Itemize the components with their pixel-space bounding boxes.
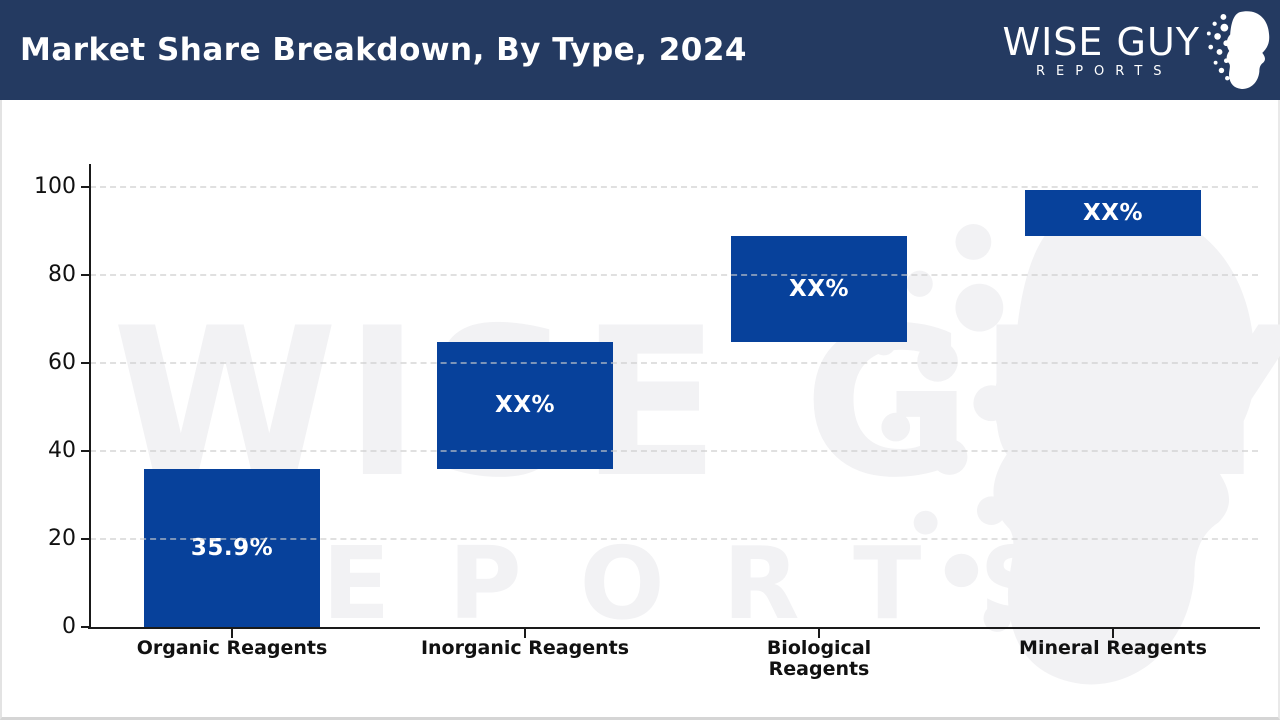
- gridline-100: [90, 186, 1258, 188]
- y-tick-40: [81, 450, 90, 452]
- x-axis-line: [88, 627, 1260, 629]
- y-tick-20: [81, 538, 90, 540]
- y-tick-label: 20: [48, 526, 76, 551]
- wise-guy-logo: WISE GUY REPORTS: [1003, 6, 1272, 94]
- y-axis-line: [89, 164, 91, 629]
- header: Market Share Breakdown, By Type, 2024 WI…: [0, 0, 1280, 100]
- y-tick-80: [81, 274, 90, 276]
- watermark-subtitle: REPORTS: [187, 525, 1110, 642]
- y-tick-0: [81, 626, 90, 628]
- y-tick-label: 40: [48, 438, 76, 463]
- category-label-inorganic: Inorganic Reagents: [420, 637, 630, 659]
- x-tick-organic: [231, 629, 233, 638]
- gridline-20: [90, 538, 1258, 540]
- logo-face-icon: [1206, 11, 1270, 89]
- logo-wordmark: WISE GUY: [1002, 19, 1200, 64]
- category-label-biological: Biological Reagents: [766, 637, 872, 680]
- y-tick-label: 100: [34, 174, 76, 199]
- watermark-face-icon: [871, 206, 1256, 685]
- x-tick-biological: [818, 629, 820, 638]
- y-tick-label: 80: [48, 262, 76, 287]
- category-label-mineral: Mineral Reagents: [1019, 637, 1207, 659]
- y-tick-label: 0: [62, 614, 76, 639]
- category-label-organic: Organic Reagents: [136, 637, 328, 659]
- gridline-40: [90, 450, 1258, 452]
- bar-value-label: XX%: [494, 392, 555, 419]
- bar-value-label: XX%: [1082, 199, 1143, 226]
- y-tick-label: 60: [48, 350, 76, 375]
- logo-subtitle: REPORTS: [1035, 63, 1173, 79]
- logo-text: WISE GUY REPORTS: [1003, 22, 1200, 79]
- bar-mineral-reagents: XX%: [1025, 190, 1201, 236]
- gridline-80: [90, 274, 1258, 276]
- gridline-60: [90, 362, 1258, 364]
- bar-organic-reagents: 35.9%: [144, 469, 320, 627]
- y-tick-100: [81, 186, 90, 188]
- y-tick-60: [81, 362, 90, 364]
- x-tick-mineral: [1112, 629, 1114, 638]
- x-tick-inorganic: [524, 629, 526, 638]
- bar-biological-reagents: XX%: [731, 235, 907, 342]
- chart-area: WISE GUY REPORTS 35.9% XX% XX% XX%: [0, 100, 1280, 720]
- bar-value-label: XX%: [788, 275, 849, 302]
- page-title: Market Share Breakdown, By Type, 2024: [20, 32, 748, 68]
